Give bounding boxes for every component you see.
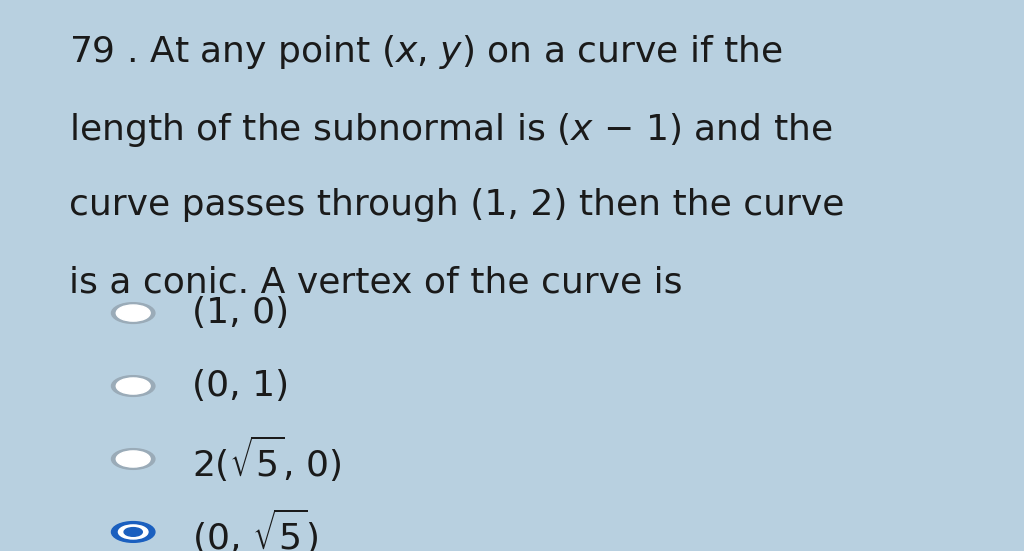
Circle shape bbox=[117, 451, 151, 467]
Circle shape bbox=[117, 305, 151, 321]
Text: curve passes through (1, 2) then the curve: curve passes through (1, 2) then the cur… bbox=[69, 188, 845, 222]
Circle shape bbox=[112, 302, 155, 323]
Text: (1, 0): (1, 0) bbox=[193, 296, 290, 330]
Text: length of the subnormal is ($x$ − 1) and the: length of the subnormal is ($x$ − 1) and… bbox=[69, 111, 833, 149]
Text: is a conic. A vertex of the curve is: is a conic. A vertex of the curve is bbox=[69, 266, 683, 300]
Text: (0, 1): (0, 1) bbox=[193, 369, 290, 403]
Text: (0, $\sqrt{5}$): (0, $\sqrt{5}$) bbox=[193, 507, 319, 551]
Circle shape bbox=[112, 522, 155, 542]
Circle shape bbox=[117, 378, 151, 394]
Text: 79 . At any point ($x$, $y$) on a curve if the: 79 . At any point ($x$, $y$) on a curve … bbox=[69, 33, 783, 71]
Circle shape bbox=[112, 376, 155, 396]
Text: 2($\sqrt{5}$, 0): 2($\sqrt{5}$, 0) bbox=[193, 434, 342, 484]
Circle shape bbox=[112, 449, 155, 469]
Circle shape bbox=[124, 528, 142, 536]
Circle shape bbox=[119, 525, 147, 539]
